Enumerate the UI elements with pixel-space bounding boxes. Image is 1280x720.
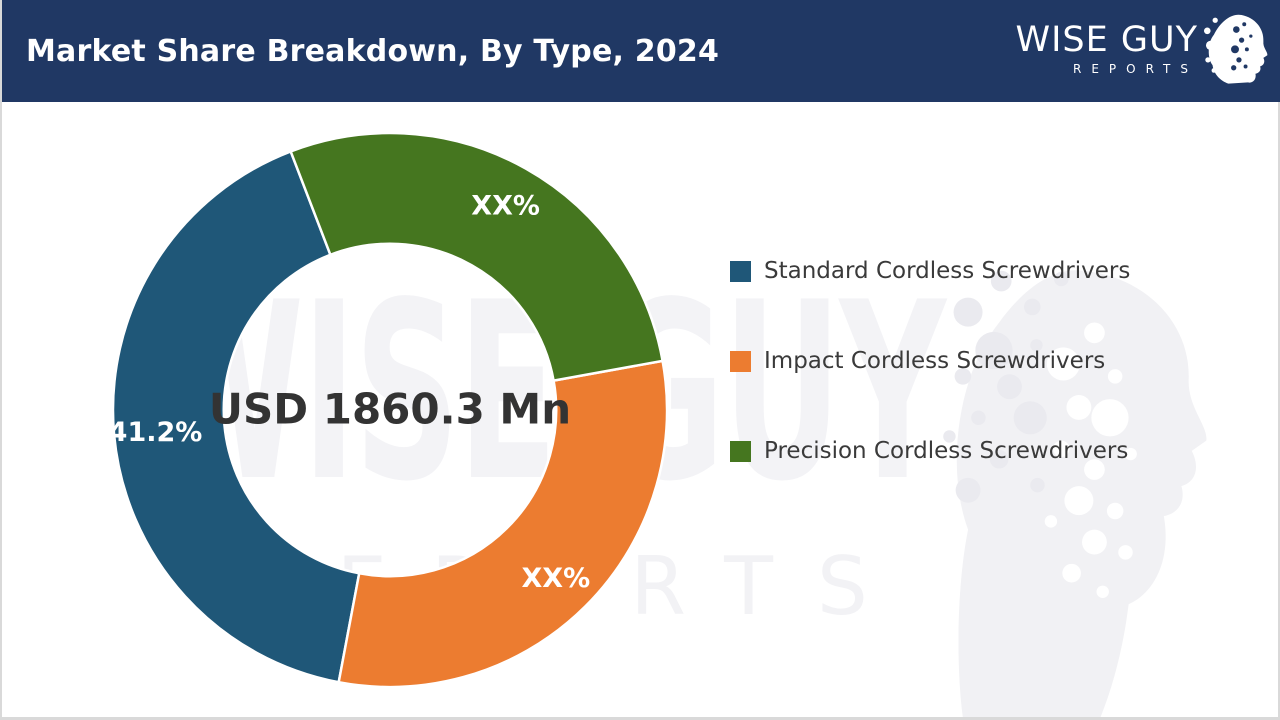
legend-swatch-precision (730, 440, 751, 462)
legend-label-standard: Standard Cordless Screwdrivers (764, 258, 1131, 284)
logo-face-icon (1203, 14, 1268, 84)
watermark-face-icon (943, 270, 1207, 717)
legend-item-impact: Impact Cordless Screwdrivers (730, 348, 1130, 374)
logo-text: WISE GUY REPORTS (1015, 21, 1198, 76)
legend-item-precision: Precision Cordless Screwdrivers (730, 438, 1130, 464)
brand-logo: WISE GUY REPORTS (1015, 10, 1268, 86)
slice-label-0: 41.2% (109, 417, 203, 448)
legend: Standard Cordless Screwdrivers Impact Co… (730, 258, 1130, 528)
logo-subtitle: REPORTS (1072, 61, 1198, 76)
donut-chart: 41.2% XX% XX% (109, 131, 669, 689)
slice-label-1: XX% (521, 563, 590, 594)
chart-center-value: USD 1860.3 Mn (208, 384, 572, 434)
legend-swatch-standard (730, 260, 751, 282)
slice-label-2: XX% (471, 191, 540, 222)
header-bar: Market Share Breakdown, By Type, 2024 WI… (2, 0, 1280, 102)
legend-label-precision: Precision Cordless Screwdrivers (764, 438, 1129, 464)
page-title: Market Share Breakdown, By Type, 2024 (26, 33, 720, 69)
logo-wordmark: WISE GUY (1015, 19, 1198, 60)
chart-area: WISE GUY REPORTS 41.2%XX%XX% USD 1860.3 … (2, 102, 1278, 717)
donut-slice-2 (289, 131, 664, 382)
donut-slice-0 (111, 150, 361, 684)
legend-swatch-impact (730, 350, 751, 372)
donut-slice-1 (337, 359, 669, 689)
legend-item-standard: Standard Cordless Screwdrivers (730, 258, 1130, 284)
legend-label-impact: Impact Cordless Screwdrivers (764, 348, 1106, 374)
